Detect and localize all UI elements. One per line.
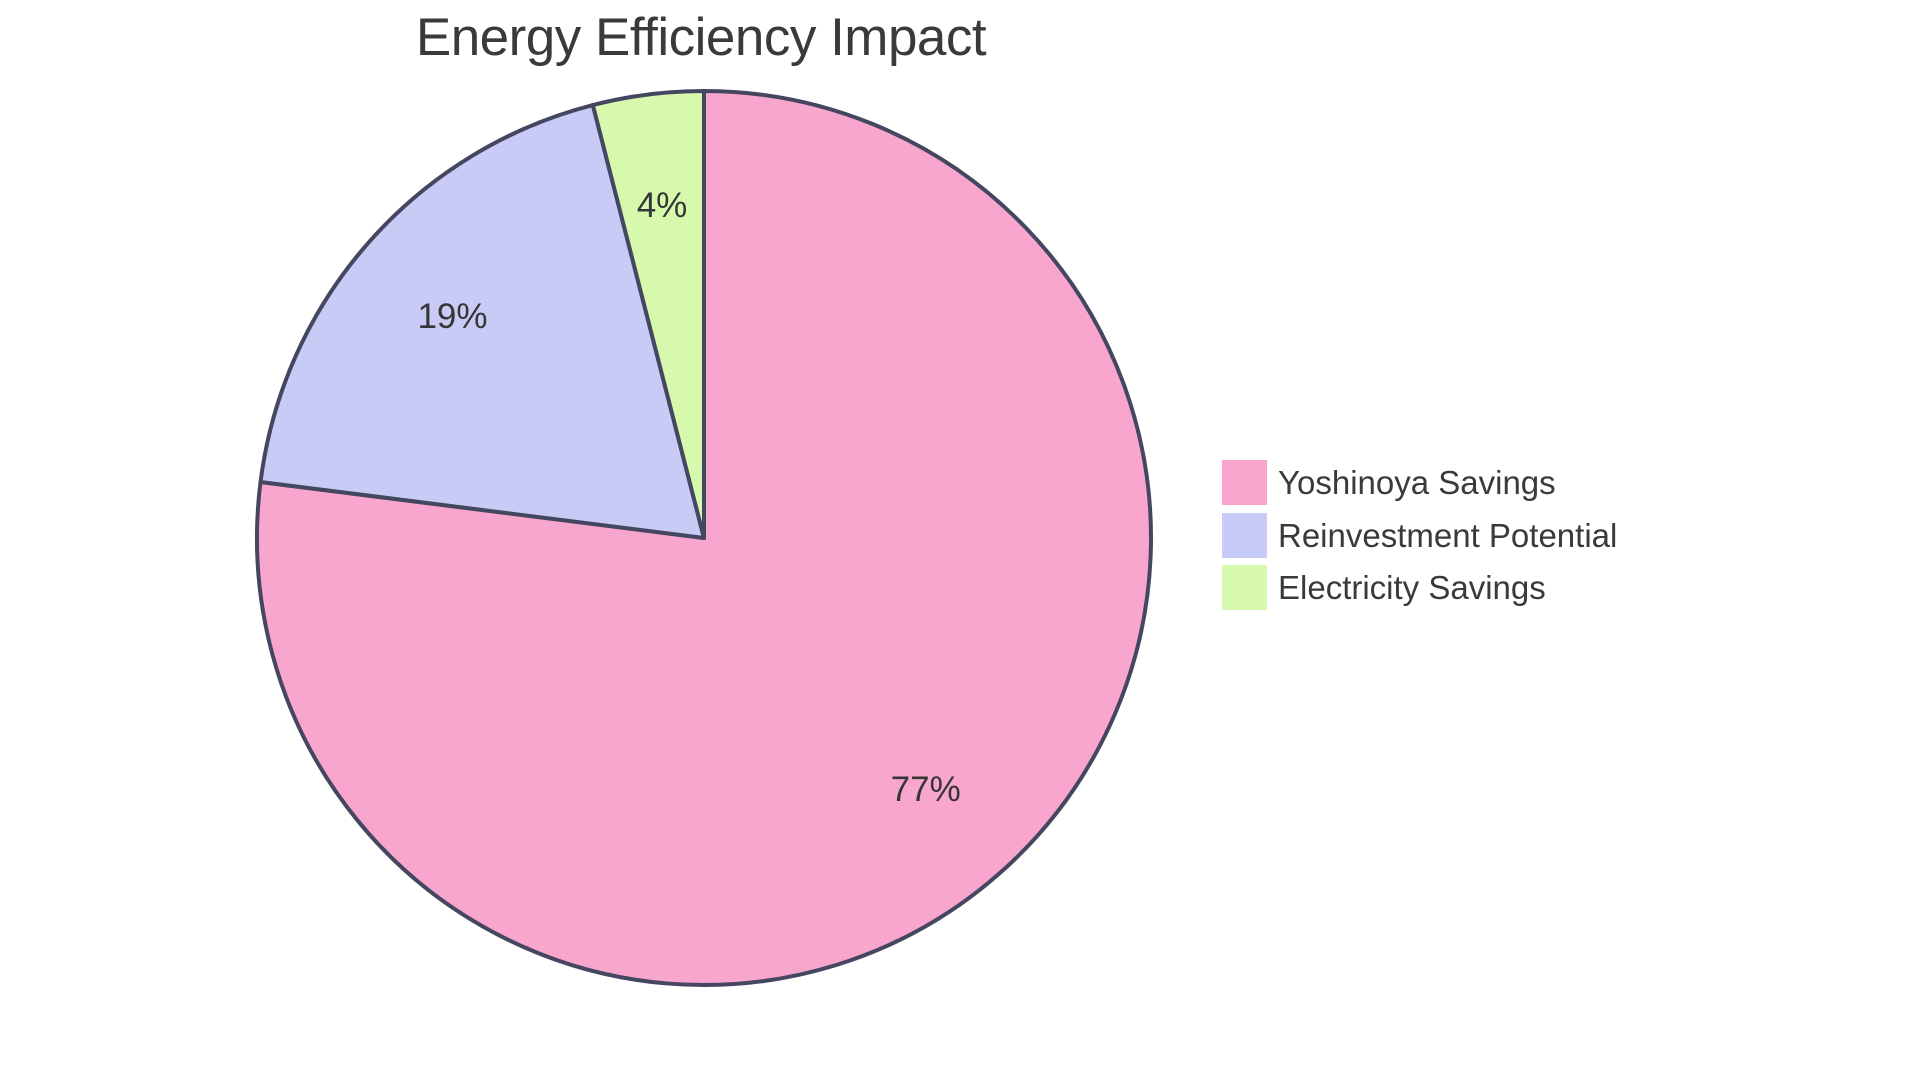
legend-label: Yoshinoya Savings [1278,464,1556,501]
legend-swatch-electricity-savings [1222,565,1267,610]
slice-value-label-yoshinoya-savings: 77% [891,770,961,809]
pie-slice-reinvestment-potential[interactable] [258,103,706,540]
legend-item-reinvestment-potential[interactable]: Reinvestment Potential [1222,512,1618,558]
chart-title: Energy Efficiency Impact [415,8,987,67]
legend-label: Reinvestment Potential [1278,516,1618,554]
legend-swatch-yoshinoya-savings [1222,460,1267,505]
legend-item-yoshinoya-savings[interactable]: Yoshinoya Savings [1222,460,1617,505]
pie-slice-electricity-savings[interactable] [590,89,706,540]
slice-value-label-electricity-savings: 4% [637,186,688,225]
legend-item-electricity-savings[interactable]: Electricity Savings [1222,565,1617,610]
legend: Yoshinoya Savings Reinvestment Potential E… [1222,460,1617,610]
legend-swatch-reinvestment-potential [1222,512,1267,558]
slice-value-label-reinvestment-potential: 19% [417,297,487,336]
legend-label: Electricity Savings [1278,569,1546,606]
